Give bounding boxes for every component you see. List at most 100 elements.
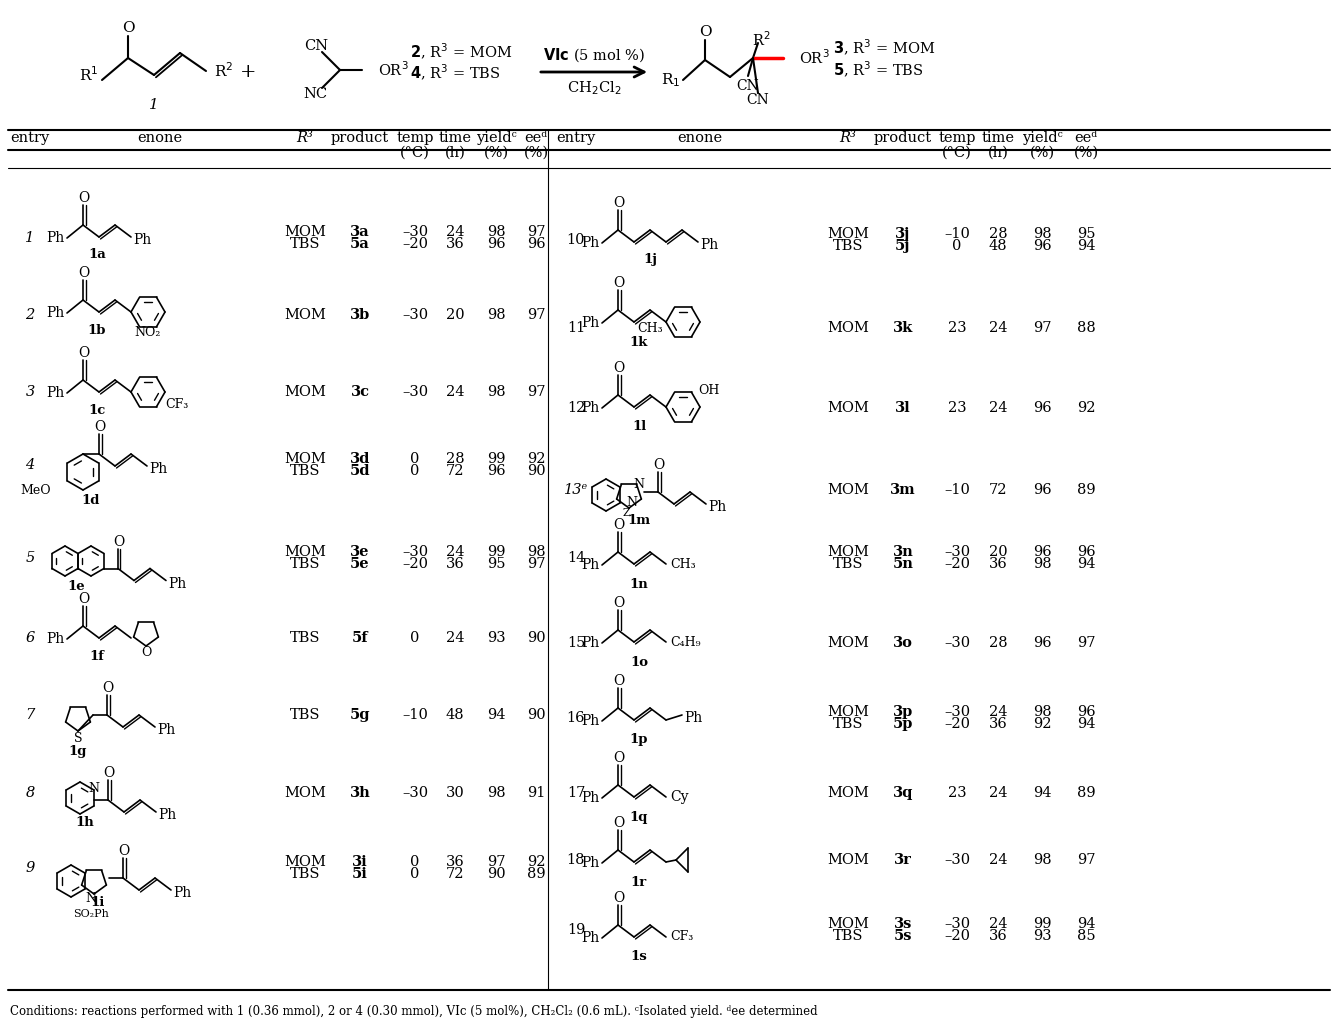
Text: yieldᶜ: yieldᶜ (1022, 131, 1062, 145)
Text: (h): (h) (987, 146, 1009, 160)
Text: 3b: 3b (349, 308, 371, 322)
Text: 98: 98 (487, 786, 506, 800)
Text: NC: NC (302, 87, 326, 101)
Text: MOM: MOM (827, 853, 868, 867)
Text: –30: –30 (401, 308, 428, 322)
Text: 98: 98 (1033, 853, 1052, 867)
Text: 93: 93 (1033, 929, 1052, 943)
Text: 1k: 1k (630, 336, 648, 349)
Text: Ph: Ph (582, 316, 599, 330)
Text: N: N (626, 497, 637, 510)
Text: 8: 8 (25, 786, 35, 800)
Text: enone: enone (677, 131, 723, 145)
Text: Ph: Ph (47, 231, 66, 245)
Text: TBS: TBS (290, 557, 320, 571)
Text: (%): (%) (523, 146, 549, 160)
Text: 96: 96 (1033, 401, 1052, 415)
Text: 1s: 1s (630, 950, 648, 963)
Text: –10: –10 (945, 483, 970, 497)
Text: 88: 88 (1077, 321, 1096, 336)
Text: 72: 72 (446, 867, 464, 881)
Text: MOM: MOM (827, 636, 868, 650)
Text: 5j: 5j (895, 239, 911, 253)
Text: 24: 24 (989, 786, 1008, 800)
Text: Ph: Ph (173, 886, 191, 900)
Text: 94: 94 (1077, 239, 1096, 253)
Text: R$^2$: R$^2$ (752, 31, 771, 49)
Text: Ph: Ph (582, 236, 599, 250)
Text: 36: 36 (989, 717, 1008, 731)
Text: –30: –30 (943, 636, 970, 650)
Text: 1m: 1m (628, 513, 650, 526)
Text: 1l: 1l (632, 421, 646, 434)
Text: 5f: 5f (352, 631, 368, 645)
Text: 48: 48 (446, 708, 464, 722)
Text: R³: R³ (297, 131, 313, 145)
Text: temp: temp (938, 131, 975, 145)
Text: Ph: Ph (708, 500, 727, 514)
Text: OR$^3$: OR$^3$ (379, 61, 409, 79)
Text: 98: 98 (1033, 557, 1052, 571)
Text: Ph: Ph (169, 577, 186, 591)
Text: Ph: Ph (582, 714, 599, 728)
Text: 0: 0 (411, 855, 420, 869)
Text: 3r: 3r (894, 853, 913, 867)
Text: 1: 1 (149, 98, 159, 112)
Text: 1q: 1q (630, 811, 648, 824)
Text: O: O (79, 346, 90, 360)
Text: O: O (79, 191, 90, 205)
Text: 3s: 3s (894, 917, 913, 931)
Text: 6: 6 (25, 631, 35, 645)
Text: 99: 99 (1033, 917, 1052, 931)
Text: 98: 98 (1033, 705, 1052, 719)
Text: 72: 72 (446, 464, 464, 478)
Text: 23: 23 (947, 401, 966, 415)
Text: S: S (74, 732, 82, 745)
Text: 94: 94 (1033, 786, 1052, 800)
Text: 3i: 3i (352, 855, 368, 869)
Text: O: O (613, 674, 625, 688)
Text: 95: 95 (487, 557, 506, 571)
Text: (h): (h) (444, 146, 466, 160)
Text: 36: 36 (989, 557, 1008, 571)
Text: 18: 18 (567, 853, 585, 867)
Text: MOM: MOM (284, 225, 326, 239)
Text: 97: 97 (527, 225, 546, 239)
Text: 0: 0 (411, 464, 420, 478)
Text: $\mathbf{3}$, R$^3$ = MOM: $\mathbf{3}$, R$^3$ = MOM (834, 38, 935, 58)
Text: $\mathbf{4}$, R$^3$ = TBS: $\mathbf{4}$, R$^3$ = TBS (409, 63, 500, 83)
Text: 96: 96 (1033, 636, 1052, 650)
Text: 95: 95 (1077, 227, 1096, 241)
Text: 97: 97 (1077, 853, 1096, 867)
Text: 7: 7 (25, 708, 35, 722)
Text: 1o: 1o (630, 656, 648, 669)
Text: 92: 92 (1033, 717, 1052, 731)
Text: –30: –30 (943, 853, 970, 867)
Text: 98: 98 (527, 545, 546, 559)
Text: 3q: 3q (892, 786, 914, 800)
Text: 36: 36 (446, 557, 464, 571)
Text: 20: 20 (446, 308, 464, 322)
Text: 97: 97 (1033, 321, 1052, 336)
Text: 3: 3 (25, 385, 35, 399)
Text: MOM: MOM (827, 786, 868, 800)
Text: 85: 85 (1077, 929, 1096, 943)
Text: 5d: 5d (349, 464, 371, 478)
Text: MOM: MOM (827, 545, 868, 559)
Text: O: O (613, 361, 625, 374)
Text: Ph: Ph (157, 723, 175, 737)
Text: 99: 99 (487, 545, 506, 559)
Text: 1f: 1f (90, 649, 104, 663)
Text: 1d: 1d (82, 494, 100, 507)
Text: MOM: MOM (284, 308, 326, 322)
Text: 90: 90 (527, 631, 546, 645)
Text: 3a: 3a (351, 225, 369, 239)
Text: TBS: TBS (832, 717, 863, 731)
Text: 3o: 3o (892, 636, 913, 650)
Text: yieldᶜ: yieldᶜ (475, 131, 516, 145)
Text: TBS: TBS (832, 929, 863, 943)
Text: Ph: Ph (47, 386, 66, 400)
Text: –30: –30 (401, 545, 428, 559)
Text: C₄H₉: C₄H₉ (670, 635, 701, 648)
Text: 96: 96 (1077, 545, 1096, 559)
